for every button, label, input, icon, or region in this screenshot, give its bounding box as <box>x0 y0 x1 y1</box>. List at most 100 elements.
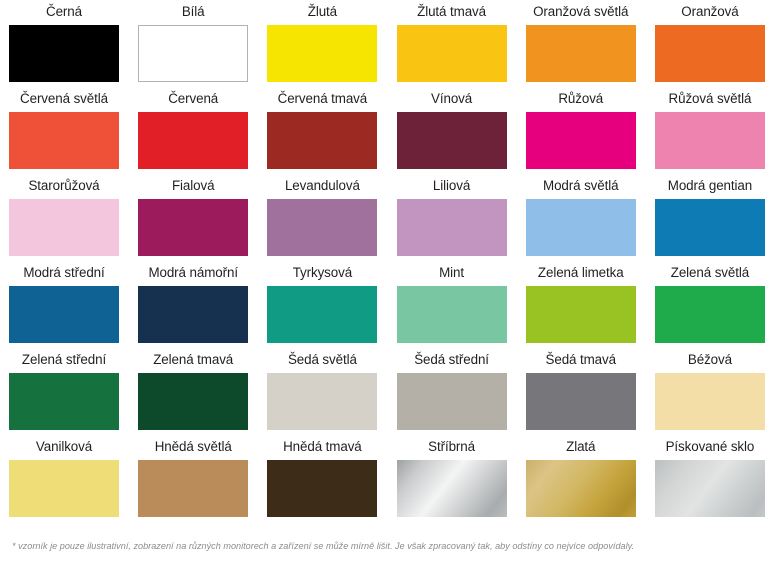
swatch-label: Žlutá <box>307 4 338 19</box>
swatch-label: Zelená tmavá <box>153 352 234 367</box>
color-chip <box>138 112 249 169</box>
swatch-cell: Žlutá <box>267 4 396 91</box>
swatch-cell: Béžová <box>654 352 775 439</box>
color-chip <box>525 25 636 82</box>
color-chip <box>267 112 378 169</box>
color-chip <box>654 199 765 256</box>
color-chip <box>9 112 119 169</box>
swatch-label: Zlatá <box>566 439 596 454</box>
swatch-cell: Žlutá tmavá <box>396 4 526 91</box>
color-swatch-grid: Černá Bílá Žlutá Žlutá tmavá Oranžová světlá… <box>9 4 775 526</box>
color-chip <box>138 373 249 430</box>
swatch-label: Modrá námořní <box>148 265 238 280</box>
swatch-label: Bílá <box>181 4 205 19</box>
color-chip <box>396 373 507 430</box>
color-chip <box>525 460 636 517</box>
swatch-cell: Tyrkysová <box>267 265 396 352</box>
color-chip <box>525 286 636 343</box>
swatch-label: Tyrkysová <box>292 265 353 280</box>
swatch-cell: Zelená světlá <box>654 265 775 352</box>
swatch-cell: Červená <box>138 91 267 178</box>
swatch-label: Béžová <box>687 352 732 367</box>
swatch-cell: Levandulová <box>267 178 396 265</box>
color-chip <box>9 25 119 82</box>
swatch-cell: Starorůžová <box>9 178 138 265</box>
swatch-cell: Modrá námořní <box>138 265 267 352</box>
swatch-label: Vínová <box>431 91 473 106</box>
color-chip <box>138 25 249 82</box>
swatch-label: Oranžová <box>681 4 739 19</box>
swatch-label: Červená tmavá <box>277 91 368 106</box>
swatch-label: Starorůžová <box>28 178 100 193</box>
swatch-cell: Liliová <box>396 178 526 265</box>
color-chip <box>9 286 119 343</box>
swatch-label: Růžová světlá <box>668 91 752 106</box>
swatch-label: Modrá světlá <box>543 178 619 193</box>
color-chip <box>396 25 507 82</box>
swatch-cell: Růžová světlá <box>654 91 775 178</box>
swatch-cell: Modrá gentian <box>654 178 775 265</box>
swatch-label: Červená <box>168 91 219 106</box>
color-chip <box>525 373 636 430</box>
swatch-cell: Šedá střední <box>396 352 526 439</box>
swatch-cell: Růžová <box>525 91 655 178</box>
swatch-label: Levandulová <box>284 178 360 193</box>
swatch-cell: Vanilková <box>9 439 138 526</box>
swatch-label: Zelená limetka <box>537 265 624 280</box>
color-chip <box>396 286 507 343</box>
swatch-label: Žlutá tmavá <box>417 4 486 19</box>
swatch-cell: Zelená tmavá <box>138 352 267 439</box>
swatch-label: Zelená střední <box>21 352 107 367</box>
swatch-cell: Oranžová <box>654 4 775 91</box>
swatch-label: Fialová <box>171 178 215 193</box>
swatch-cell: Červená tmavá <box>267 91 396 178</box>
color-chip <box>267 199 378 256</box>
swatch-cell: Pískované sklo <box>654 439 775 526</box>
swatch-label: Vanilková <box>35 439 93 454</box>
color-chip <box>525 199 636 256</box>
swatch-cell: Hnědá světlá <box>138 439 267 526</box>
swatch-label: Hnědá tmavá <box>283 439 362 454</box>
color-chip <box>654 286 765 343</box>
swatch-cell: Modrá světlá <box>525 178 655 265</box>
color-chip <box>396 112 507 169</box>
swatch-cell: Vínová <box>396 91 526 178</box>
swatch-cell: Stříbrná <box>396 439 526 526</box>
color-chip <box>654 25 765 82</box>
swatch-label: Stříbrná <box>428 439 475 454</box>
color-chip <box>138 199 249 256</box>
color-chip <box>267 25 378 82</box>
color-chip <box>9 460 119 517</box>
swatch-label: Černá <box>46 4 82 19</box>
swatch-label: Hnědá světlá <box>154 439 232 454</box>
swatch-label: Červená světlá <box>20 91 108 106</box>
swatch-label: Šedá světlá <box>287 352 357 367</box>
swatch-cell: Zlatá <box>525 439 655 526</box>
swatch-cell: Černá <box>9 4 138 91</box>
swatch-label: Modrá gentian <box>667 178 753 193</box>
swatch-cell: Šedá tmavá <box>525 352 655 439</box>
swatch-label: Šedá tmavá <box>545 352 617 367</box>
color-chip <box>525 112 636 169</box>
swatch-cell: Fialová <box>138 178 267 265</box>
color-chip <box>9 373 119 430</box>
swatch-label: Modrá střední <box>23 265 105 280</box>
swatch-cell: Mint <box>396 265 526 352</box>
color-chip <box>138 460 249 517</box>
color-chip <box>654 112 765 169</box>
color-chip <box>654 460 765 517</box>
swatch-cell: Modrá střední <box>9 265 138 352</box>
swatch-cell: Oranžová světlá <box>525 4 655 91</box>
color-chip <box>654 373 765 430</box>
color-chip <box>267 286 378 343</box>
swatch-label: Mint <box>439 265 465 280</box>
swatch-label: Šedá střední <box>414 352 489 367</box>
swatch-label: Liliová <box>432 178 471 193</box>
swatch-cell: Bílá <box>138 4 267 91</box>
swatch-cell: Červená světlá <box>9 91 138 178</box>
color-chip <box>267 460 378 517</box>
swatch-label: Pískované sklo <box>665 439 755 454</box>
color-chip <box>9 199 119 256</box>
swatch-cell: Hnědá tmavá <box>267 439 396 526</box>
swatch-cell: Zelená střední <box>9 352 138 439</box>
